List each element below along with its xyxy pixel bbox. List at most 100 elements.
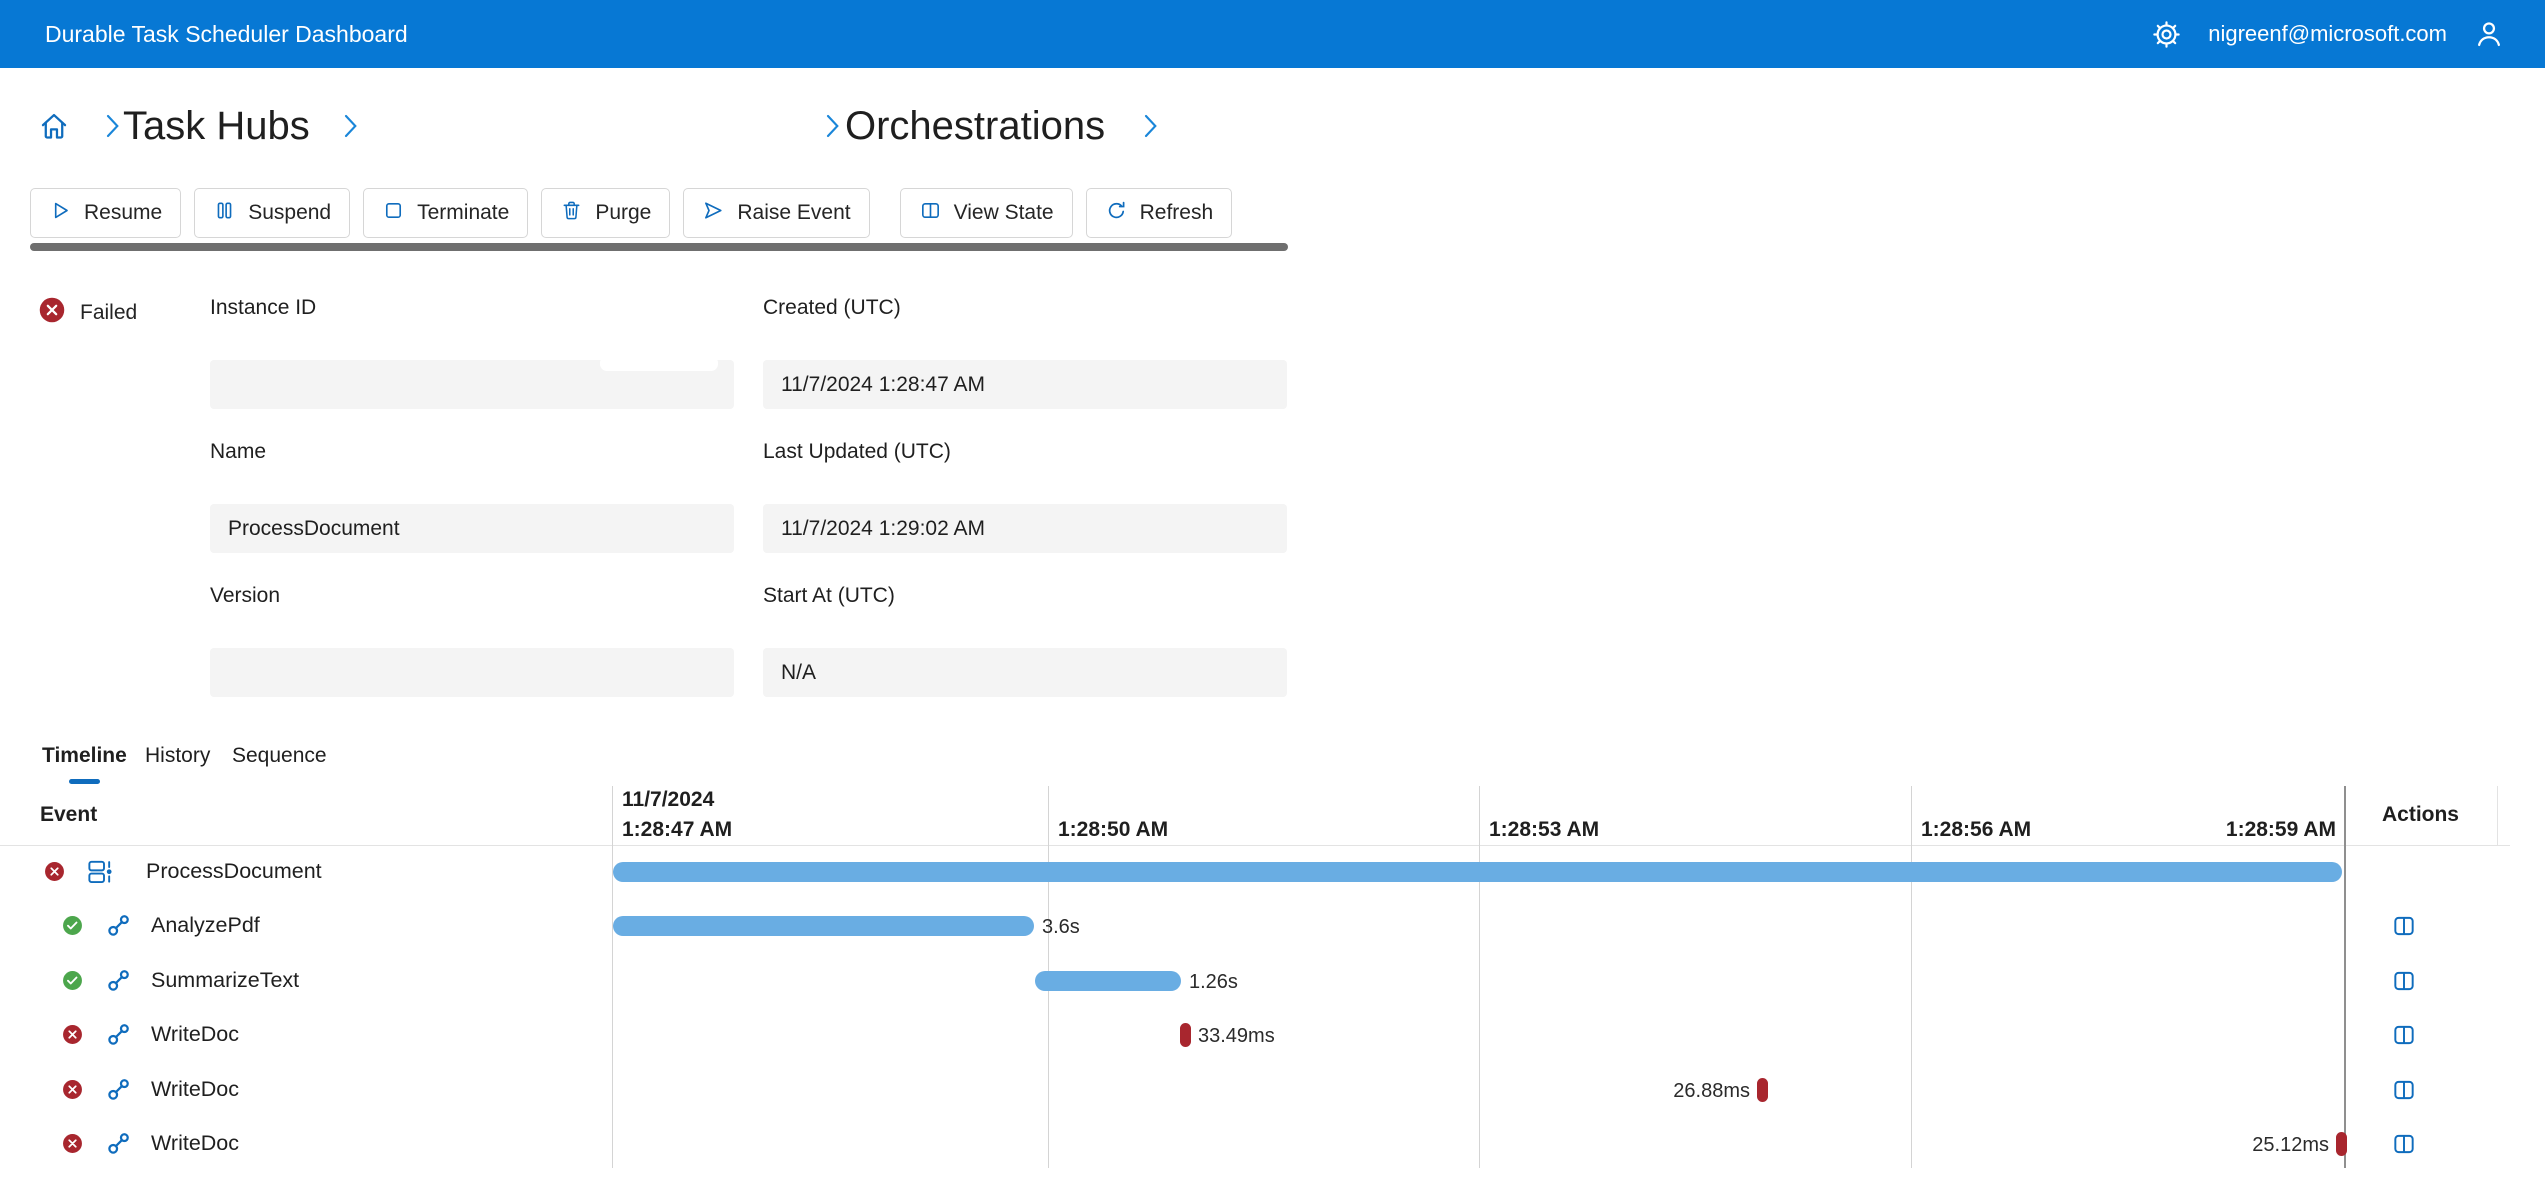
breadcrumb-task-hubs[interactable]: Task Hubs [123, 103, 310, 148]
tab-sequence[interactable]: Sequence [232, 744, 327, 767]
timeline-bar [1757, 1078, 1768, 1102]
event-name: WriteDoc [151, 1131, 240, 1155]
failed-status-icon [62, 1133, 83, 1159]
last-updated-label: Last Updated (UTC) [763, 440, 951, 463]
timeline-bar [613, 916, 1034, 936]
home-icon[interactable] [37, 109, 71, 143]
axis-tick: 1:28:47 AM [622, 818, 733, 841]
timeline-row: WriteDoc 25.12ms [0, 1117, 2545, 1171]
split-pane-icon [919, 199, 942, 228]
view-state-action-icon[interactable] [2391, 968, 2417, 999]
stop-icon [382, 199, 405, 228]
timeline-bar [2336, 1132, 2347, 1156]
name-label: Name [210, 440, 267, 463]
event-name: SummarizeText [151, 968, 300, 992]
button-label: View State [953, 201, 1054, 224]
status-badge: Failed [38, 296, 137, 329]
send-icon [702, 199, 725, 228]
orchestration-toolbar: Resume Suspend Terminate Purge Raise Eve… [30, 188, 1233, 238]
timeline-row: SummarizeText 1.26s [0, 954, 2545, 1008]
created-label: Created (UTC) [763, 296, 901, 319]
instance-id-label: Instance ID [210, 296, 317, 319]
breadcrumb-orchestrations[interactable]: Orchestrations [845, 103, 1106, 148]
start-at-value: N/A [763, 648, 1287, 697]
activity-icon [105, 1076, 132, 1108]
success-status-icon [62, 915, 83, 941]
button-label: Refresh [1139, 201, 1214, 224]
view-state-action-icon[interactable] [2391, 1077, 2417, 1108]
duration-label: 25.12ms [2252, 1134, 2329, 1156]
start-at-label: Start At (UTC) [763, 584, 895, 607]
refresh-icon [1105, 199, 1128, 228]
header-right-group: nigreenf@microsoft.com [2151, 18, 2505, 50]
activity-icon [105, 1021, 132, 1053]
orchestration-icon [86, 858, 113, 890]
app-title: Durable Task Scheduler Dashboard [45, 20, 408, 47]
app-header: Durable Task Scheduler Dashboard nigreen… [0, 0, 2545, 68]
timeline-bar [1035, 971, 1181, 991]
header-divider [0, 845, 2510, 846]
active-tab-indicator [69, 779, 100, 784]
timeline-row: ProcessDocument [0, 845, 2545, 899]
timeline-row: AnalyzePdf 3.6s [0, 899, 2545, 953]
view-state-action-icon[interactable] [2391, 1131, 2417, 1162]
tab-history[interactable]: History [145, 744, 211, 767]
failed-status-icon [62, 1079, 83, 1105]
duration-label: 3.6s [1042, 916, 1080, 938]
event-column-header: Event [40, 803, 98, 826]
activity-icon [105, 1130, 132, 1162]
timeline-row: WriteDoc 33.49ms [0, 1008, 2545, 1062]
timeline-gridline [612, 786, 613, 1168]
duration-label: 33.49ms [1198, 1025, 1275, 1047]
axis-tick: 1:28:56 AM [1921, 818, 2032, 841]
last-updated-value: 11/7/2024 1:29:02 AM [763, 504, 1287, 553]
tab-timeline[interactable]: Timeline [42, 744, 127, 767]
settings-gear-icon[interactable] [2151, 19, 2182, 50]
event-name: WriteDoc [151, 1022, 240, 1046]
timeline-row: WriteDoc 26.88ms [0, 1063, 2545, 1117]
button-label: Raise Event [737, 201, 851, 224]
button-label: Suspend [248, 201, 332, 224]
event-name: AnalyzePdf [151, 913, 260, 937]
terminate-button[interactable]: Terminate [363, 188, 529, 238]
timeline-bar [613, 862, 2342, 882]
view-state-action-icon[interactable] [2391, 913, 2417, 944]
failed-status-icon [38, 296, 66, 329]
timeline-bar [1180, 1023, 1191, 1047]
timeline-gridline [1479, 786, 1480, 1168]
breadcrumb-chevron-icon [1134, 110, 1166, 147]
view-state-button[interactable]: View State [899, 188, 1073, 238]
version-label: Version [210, 584, 281, 607]
user-email[interactable]: nigreenf@microsoft.com [2208, 21, 2447, 46]
view-state-action-icon[interactable] [2391, 1022, 2417, 1053]
axis-tick: 1:28:50 AM [1058, 818, 1169, 841]
pause-icon [213, 199, 236, 228]
actions-header-border [2497, 786, 2498, 845]
activity-icon [105, 967, 132, 999]
timeline-gridline [1911, 786, 1912, 1168]
resume-button[interactable]: Resume [30, 188, 182, 238]
account-icon[interactable] [2473, 18, 2505, 50]
success-status-icon [62, 970, 83, 996]
failed-status-icon [44, 861, 65, 887]
raise-event-button[interactable]: Raise Event [683, 188, 870, 238]
breadcrumb: Task Hubs Orchestrations [0, 98, 2545, 154]
timeline-right-boundary [2344, 786, 2346, 1168]
name-value: ProcessDocument [210, 504, 734, 553]
refresh-button[interactable]: Refresh [1085, 188, 1233, 238]
toolbar-divider [30, 243, 1288, 251]
play-icon [49, 199, 72, 228]
axis-tick: 1:28:53 AM [1489, 818, 1600, 841]
created-value: 11/7/2024 1:28:47 AM [763, 360, 1287, 409]
breadcrumb-chevron-icon [816, 110, 848, 147]
axis-tick: 1:28:59 AM [2225, 818, 2336, 841]
suspend-button[interactable]: Suspend [194, 188, 351, 238]
event-name: WriteDoc [151, 1077, 240, 1101]
purge-button[interactable]: Purge [541, 188, 671, 238]
actions-column-header: Actions [2381, 803, 2459, 826]
duration-label: 26.88ms [1673, 1080, 1750, 1102]
breadcrumb-chevron-icon [96, 110, 128, 147]
button-label: Purge [595, 201, 652, 224]
axis-date-label: 11/7/2024 [622, 788, 715, 811]
